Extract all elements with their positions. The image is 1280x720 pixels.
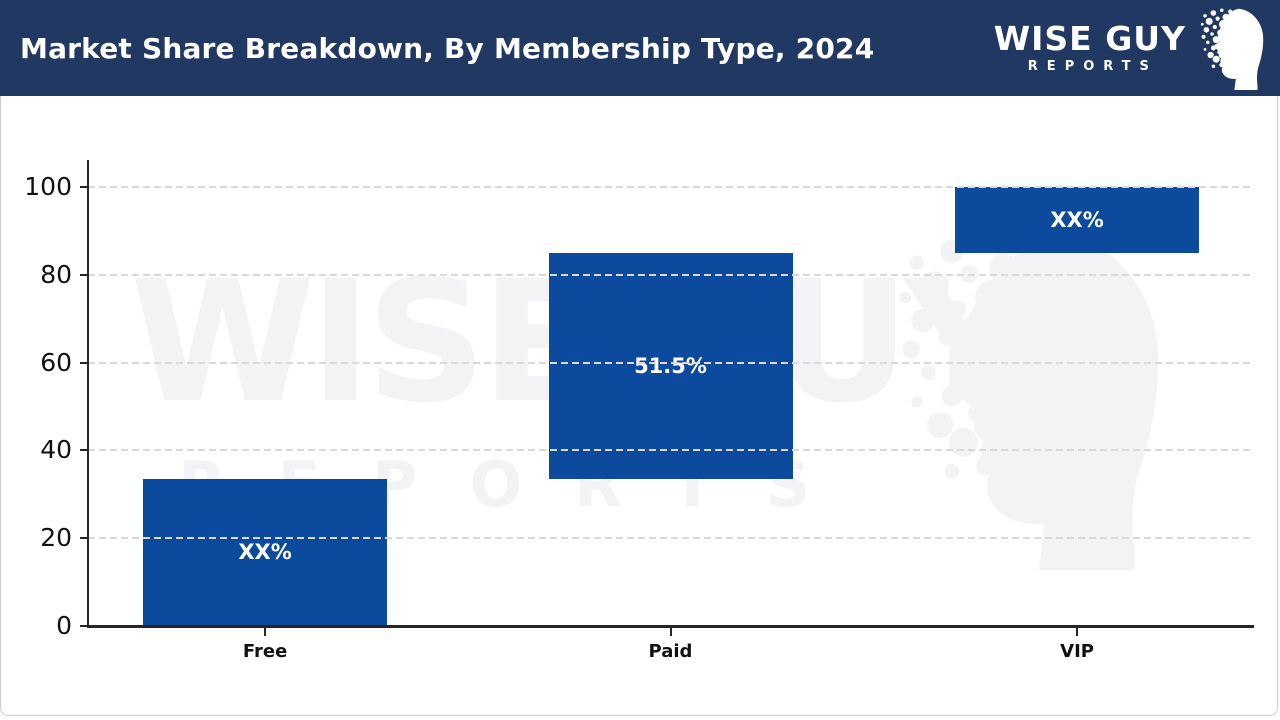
y-tick-label: 80 [40,259,72,289]
header: Market Share Breakdown, By Membership Ty… [0,0,1280,96]
gridline-100 [88,186,1253,188]
y-tick-label: 100 [24,172,72,201]
y-tick [80,361,88,364]
y-axis-line [87,160,89,627]
brand-logo-text: WISE GUY REPORTS [993,19,1186,75]
chart-panel-border [0,96,1278,716]
brand-wordmark: WISE GUY [993,19,1186,58]
chart-title: Market Share Breakdown, By Membership Ty… [20,31,875,65]
y-tick-label: 60 [40,347,72,377]
y-tick [80,449,88,452]
x-tick [1076,628,1079,636]
bar-value-label: XX% [238,540,292,565]
x-tick [264,628,267,636]
y-tick [80,186,88,188]
dotted-head-icon [1190,6,1276,90]
y-tick-label: 20 [40,523,72,553]
y-tick [80,537,88,540]
gridline-80 [88,273,1253,276]
gridline-40 [88,449,1253,452]
x-tick-label-free: Free [242,641,288,662]
y-tick-label: 40 [40,435,72,465]
bar-value-label: XX% [1050,207,1104,232]
bar-free: XX% [143,478,388,626]
bar-value-label: 51.5% [634,353,707,378]
gridline-20 [88,537,1253,540]
bar-vip: XX% [955,187,1200,253]
x-tick-label-vip: VIP [1060,641,1094,662]
bar-paid: 51.5% [548,252,793,479]
x-tick [669,628,672,636]
x-tick-label-paid: Paid [648,641,693,662]
x-axis-line [87,625,1254,628]
brand-logo: WISE GUY REPORTS [994,4,1276,92]
brand-reports-text: REPORTS [1027,59,1158,74]
y-tick [80,625,88,627]
y-tick-label: 0 [56,611,72,640]
y-tick [80,273,88,276]
gridline-60 [88,361,1253,364]
